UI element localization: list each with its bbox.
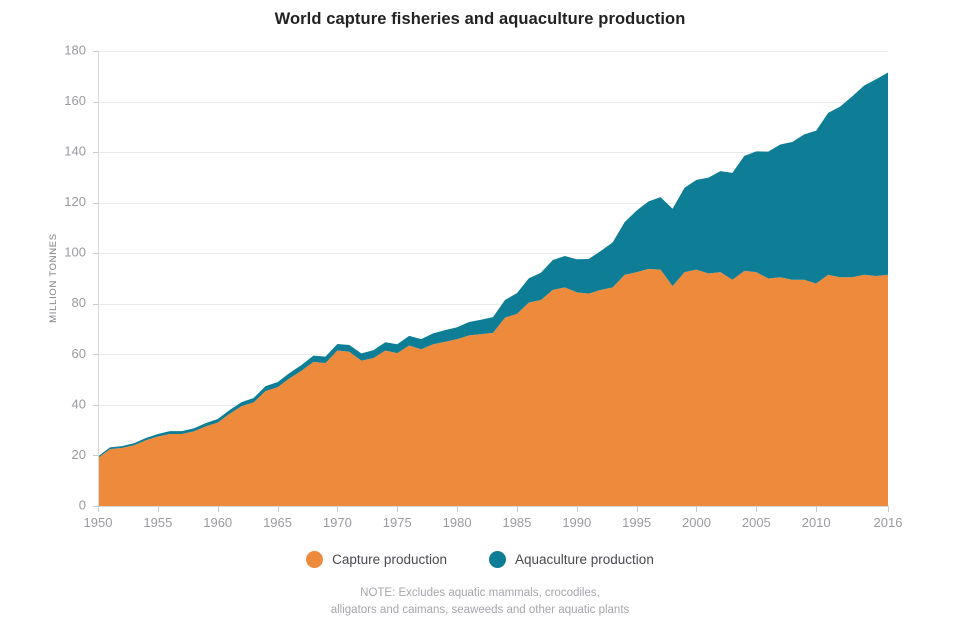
legend-label-capture: Capture production <box>332 552 447 567</box>
y-tick-label: 60 <box>72 346 86 361</box>
y-tick-labels-group: 0 20 40 60 80 100 120 140 160 180 <box>64 42 86 512</box>
y-tick-label: 80 <box>72 295 86 310</box>
y-tick-label: 160 <box>64 93 86 108</box>
legend-label-aquaculture: Aquaculture production <box>514 552 654 567</box>
x-tick-label: 1985 <box>502 515 531 530</box>
x-tick-label: 1965 <box>263 515 292 530</box>
chart-legend: Capture production Aquaculture productio… <box>0 551 960 568</box>
y-tick-label: 20 <box>72 447 86 462</box>
area-series-group <box>98 72 888 506</box>
y-tick-label: 120 <box>64 194 86 209</box>
x-tick-label: 1950 <box>84 515 113 530</box>
x-tick-label: 1970 <box>323 515 352 530</box>
x-tick-label: 1980 <box>443 515 472 530</box>
chart-title: World capture fisheries and aquaculture … <box>274 10 686 28</box>
y-tick-label: 100 <box>64 245 86 260</box>
y-axis-title-group: MILLION TONNES <box>48 233 59 323</box>
x-tick-label: 1995 <box>622 515 651 530</box>
chart-note-line-1: NOTE: Excludes aquatic mammals, crocodil… <box>360 587 600 599</box>
x-tick-label: 1975 <box>383 515 412 530</box>
y-tick-label: 140 <box>64 144 86 159</box>
x-tick-label: 2016 <box>874 515 903 530</box>
x-tick-label: 2010 <box>802 515 831 530</box>
legend-item-aquaculture[interactable]: Aquaculture production <box>488 551 654 568</box>
x-tick-label: 1955 <box>143 515 172 530</box>
y-tick-label: 180 <box>64 42 86 57</box>
y-tick-label: 40 <box>72 396 86 411</box>
y-tick-label: 0 <box>79 497 86 512</box>
chart-note: NOTE: Excludes aquatic mammals, crocodil… <box>0 585 960 619</box>
legend-swatch-aquaculture-icon <box>488 551 506 568</box>
chart-note-line-2: alligators and caimans, seaweeds and oth… <box>330 604 630 616</box>
x-tick-label: 1960 <box>203 515 232 530</box>
x-tick-labels-group: 1950 1955 1960 1965 1970 1975 1980 1985 1990 1995… <box>84 515 903 530</box>
x-tick-label: 1990 <box>562 515 591 530</box>
x-tick-label: 2005 <box>742 515 771 530</box>
legend-swatch-capture-icon <box>306 551 324 568</box>
y-axis-title: MILLION TONNES <box>48 233 59 323</box>
tick-marks-group <box>93 51 889 512</box>
x-tick-label: 2000 <box>682 515 711 530</box>
legend-item-capture[interactable]: Capture production <box>306 551 447 568</box>
